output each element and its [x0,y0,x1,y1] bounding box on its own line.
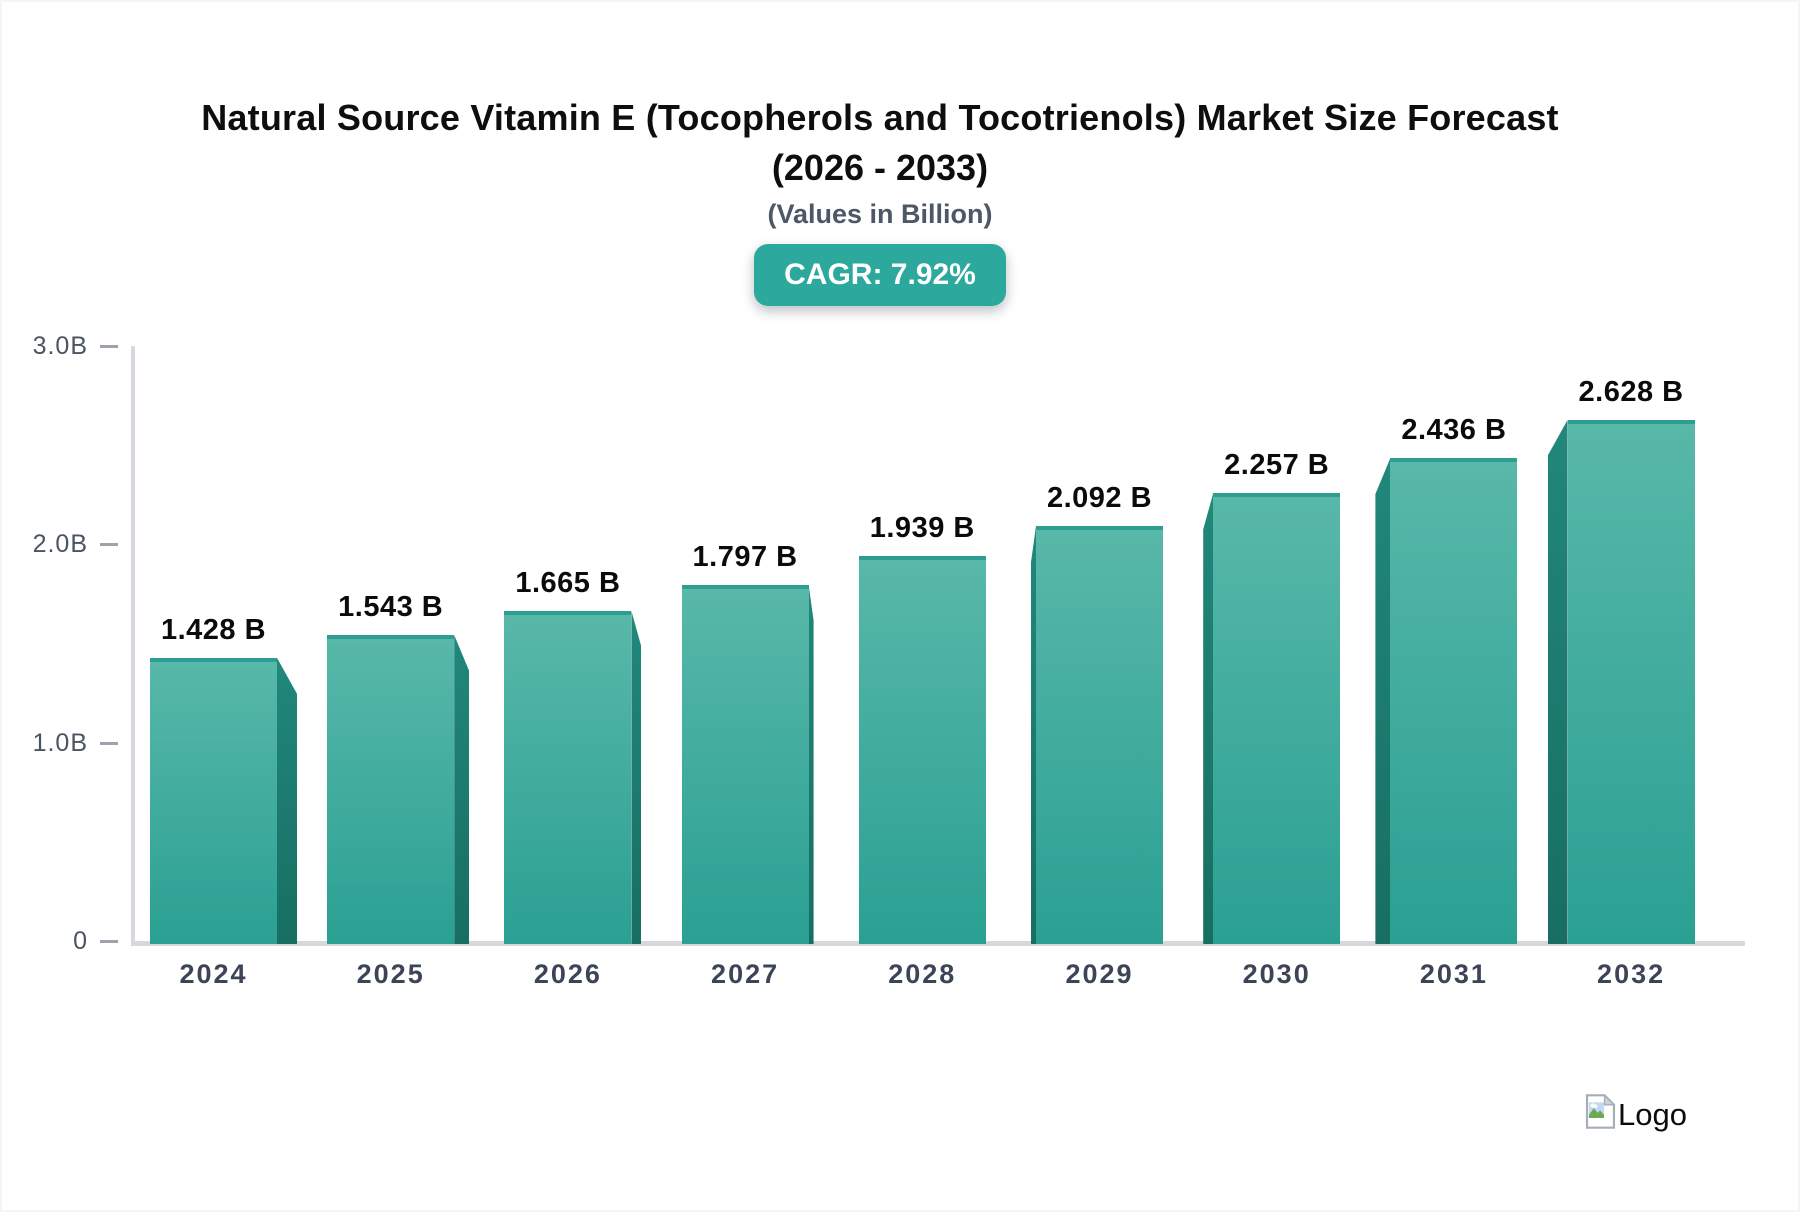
bar-value-label: 1.543 B [338,591,444,624]
y-tick-mark [100,543,118,547]
bar-2030[interactable] [1213,493,1341,944]
y-tick-label: 1.0B [32,728,88,757]
chart-title-line2: (2026 - 2033) [771,147,989,188]
y-tick-mark [100,345,118,349]
bar-3d-side[interactable] [1031,526,1036,944]
x-tick-label: 2030 [1242,959,1311,989]
bar-3d-side[interactable] [1375,457,1391,944]
y-tick-mark [100,940,118,943]
cagr-badge-wrap: CAGR: 7.92% [0,244,1760,306]
x-tick-label: 2024 [179,959,248,989]
chart-header: Natural Source Vitamin E (Tocopherols an… [0,0,1760,306]
x-tick-label: 2028 [888,959,957,989]
bar-value-label: 1.665 B [515,566,621,599]
bar-3d-side[interactable] [1203,493,1214,944]
bar-value-label: 1.428 B [160,613,267,646]
bar-2029[interactable] [1036,526,1163,944]
x-tick-label: 2032 [1597,959,1666,989]
bar-2028[interactable] [858,556,986,944]
logo-label: Logo [1618,1097,1687,1132]
x-tick-label: 2026 [533,959,602,989]
bar-3d-side[interactable] [808,584,814,944]
bar-2032[interactable] [1567,419,1695,944]
bar-3d-side[interactable] [631,610,642,944]
chart-title-line1: Natural Source Vitamin E (Tocopherols an… [201,97,1559,138]
chart-subtitle: (Values in Billion) [767,199,993,229]
bar-value-label: 2.092 B [1046,482,1153,515]
bar-2025[interactable] [327,635,455,944]
x-tick-label: 2029 [1065,959,1134,989]
bar-3d-side[interactable] [454,635,470,944]
y-tick-mark [100,741,118,745]
bar-2026[interactable] [504,610,632,944]
bar-value-label: 2.628 B [1578,375,1684,408]
y-tick-label: 3.0B [32,332,88,361]
y-axis-line [131,346,135,946]
bar-3d-side[interactable] [1547,419,1568,944]
cagr-badge: CAGR: 7.92% [754,244,1006,306]
broken-image-icon [1584,1093,1617,1134]
bar-value-label: 1.939 B [869,512,975,545]
y-tick-label: 2.0B [32,530,88,559]
bar-value-label: 1.797 B [692,540,798,573]
bar-3d-side[interactable] [277,657,297,944]
bar-value-label: 2.436 B [1401,413,1507,446]
y-tick-label: 0 [73,927,88,955]
bar-2024[interactable] [150,657,277,944]
x-tick-label: 2031 [1419,959,1488,989]
x-tick-label: 2025 [356,959,425,989]
x-tick-label: 2027 [711,959,780,989]
logo: Logo [1584,1093,1687,1134]
bar-value-label: 2.257 B [1224,449,1330,482]
bar-2027[interactable] [681,584,809,944]
bar-2031[interactable] [1390,457,1518,944]
